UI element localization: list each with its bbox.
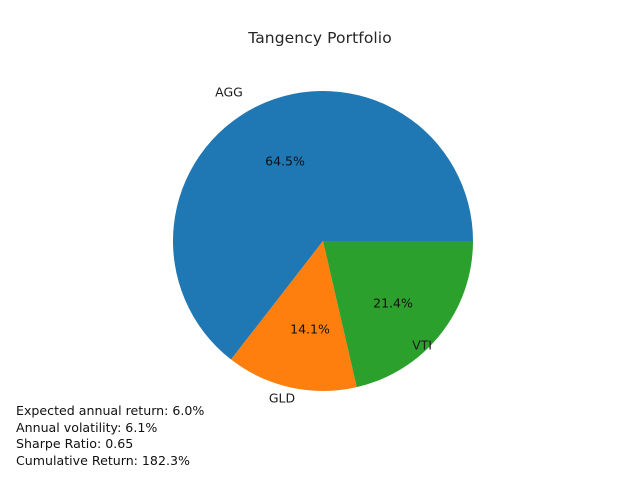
pie-slice-label-agg: AGG <box>215 84 243 100</box>
stat-sharpe-ratio: Sharpe Ratio: 0.65 <box>16 436 134 452</box>
page-title: Tangency Portfolio <box>248 29 392 47</box>
stat-cumulative-return: Cumulative Return: 182.3% <box>16 452 190 468</box>
pie-slice-label-gld: GLD <box>268 390 296 406</box>
pie-slice-vti[interactable] <box>323 241 473 388</box>
pie-slice-group <box>173 91 473 391</box>
stat-expected-annual-return: Expected annual return: 6.0% <box>16 403 205 418</box>
pie-slice-label-vti: VTI <box>412 337 432 353</box>
portfolio-stats-block: Expected annual return: 6.0% Annual vola… <box>16 403 204 469</box>
pie-slice-percent-agg: 64.5% <box>265 153 305 169</box>
stat-annual-volatility: Annual volatility: 6.1% <box>16 419 158 435</box>
pie-slice-agg[interactable] <box>173 91 473 360</box>
pie-slice-gld[interactable] <box>231 241 357 391</box>
pie-slice-percent-vti: 21.4% <box>373 295 413 311</box>
pie-slice-percent-gld: 14.1% <box>290 321 330 337</box>
